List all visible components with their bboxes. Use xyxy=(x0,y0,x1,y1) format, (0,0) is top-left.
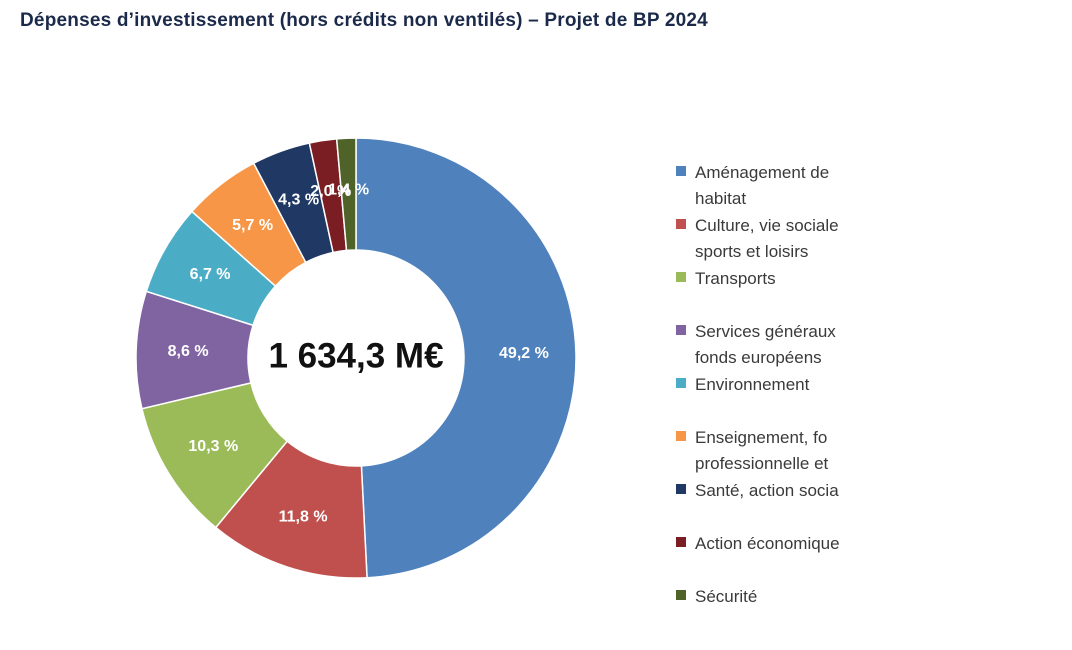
slice-securite xyxy=(335,137,357,252)
legend-swatch xyxy=(676,484,686,494)
legend-label: Aménagement de habitat xyxy=(695,160,860,212)
legend-label-line: Environnement xyxy=(695,375,810,394)
legend-label-line: Action économique xyxy=(695,534,840,553)
data-label-environnement: 6,7 % xyxy=(190,266,231,283)
legend-label-line: professionnelle et xyxy=(695,454,829,473)
data-label-services-generaux-fonds-europeens: 8,6 % xyxy=(168,343,209,360)
legend-label-line: Santé, action socia xyxy=(695,481,839,500)
donut-slices xyxy=(135,137,577,579)
center-total-label: 1 634,3 M€ xyxy=(268,336,443,375)
legend-swatch xyxy=(676,325,686,335)
page-title: Dépenses d’investissement (hors crédits … xyxy=(20,10,708,31)
data-label-action-economique: 2,0 % xyxy=(310,183,351,200)
legend-label-line: Sécurité xyxy=(695,587,758,606)
data-label-amenagement-de-l-habitat: 49,2 % xyxy=(499,345,549,362)
legend-label-line: fonds européens xyxy=(695,348,822,367)
legend-label-line: Aménagement de xyxy=(695,163,830,182)
legend-label-line: Transports xyxy=(695,269,776,288)
data-label-sante-action-sociale: 4,3 % xyxy=(278,191,319,208)
legend-label: Culture, vie sociale sports et loisirs xyxy=(695,213,860,265)
legend-swatch xyxy=(676,590,686,600)
legend-label-line: Culture, vie sociale xyxy=(695,216,839,235)
legend-label: Action économique xyxy=(695,531,860,557)
data-label-enseignement-formation-professionnelle-et: 5,7 % xyxy=(232,217,273,234)
legend-label: Environnement xyxy=(695,372,860,398)
legend-swatch xyxy=(676,378,686,388)
legend-label-line: sports et loisirs xyxy=(695,242,809,261)
legend-swatch xyxy=(676,166,686,176)
legend-label: Sécurité xyxy=(695,584,860,610)
chart-legend: Aménagement de habitat Culture, vie social… xyxy=(676,160,860,620)
legend-label-line: habitat xyxy=(695,189,747,208)
legend-label: Santé, action socia xyxy=(695,478,860,504)
legend-label: Services généraux fonds européens xyxy=(695,319,860,371)
legend-label-line: Services généraux xyxy=(695,322,836,341)
legend-swatch xyxy=(676,272,686,282)
legend-swatch xyxy=(676,537,686,547)
data-label-culture-vie-sociale-sports-et-loisirs: 11,8 % xyxy=(279,509,328,526)
donut-data-labels: 49,2 % 11,8 % 10,3 % 8,6 % 6,7 % 5,7 % 4,3 %2,… xyxy=(168,181,549,525)
legend-swatch xyxy=(676,431,686,441)
legend-label: Enseignement, fo professionnelle et xyxy=(695,425,860,477)
legend-label: Transports xyxy=(695,266,860,292)
slice-amenagement-de-l-habitat xyxy=(355,137,577,579)
data-label-transports: 10,3 % xyxy=(188,438,238,455)
legend-swatch xyxy=(676,219,686,229)
legend-label-line: Enseignement, fo xyxy=(695,428,828,447)
data-label-securite: 1,4 % xyxy=(328,181,369,198)
